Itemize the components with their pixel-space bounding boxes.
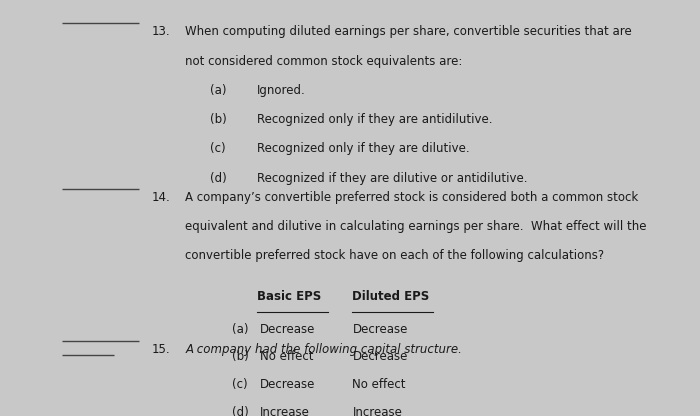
Text: Decrease: Decrease (352, 322, 408, 336)
Text: (a): (a) (232, 322, 248, 336)
Text: (d): (d) (232, 406, 248, 416)
Text: (b): (b) (210, 113, 227, 126)
Text: Diluted EPS: Diluted EPS (352, 290, 430, 303)
Text: Basic EPS: Basic EPS (257, 290, 321, 303)
Text: No effect: No effect (352, 378, 406, 391)
Text: equivalent and dilutive in calculating earnings per share.  What effect will the: equivalent and dilutive in calculating e… (186, 220, 647, 233)
Text: Recognized only if they are antidilutive.: Recognized only if they are antidilutive… (257, 113, 492, 126)
Text: (d): (d) (210, 171, 227, 185)
Text: A company had the following capital structure.: A company had the following capital stru… (186, 343, 463, 356)
Text: A company’s convertible preferred stock is considered both a common stock: A company’s convertible preferred stock … (186, 191, 638, 204)
Text: 14.: 14. (151, 191, 170, 204)
Text: Increase: Increase (260, 406, 309, 416)
Text: (c): (c) (210, 142, 226, 155)
Text: (a): (a) (210, 84, 227, 97)
Text: (b): (b) (232, 350, 248, 363)
Text: 15.: 15. (151, 343, 170, 356)
Text: When computing diluted earnings per share, convertible securities that are: When computing diluted earnings per shar… (186, 25, 632, 38)
Text: No effect: No effect (260, 350, 313, 363)
Text: Recognized only if they are dilutive.: Recognized only if they are dilutive. (257, 142, 469, 155)
Text: not considered common stock equivalents are:: not considered common stock equivalents … (186, 54, 463, 67)
Text: convertible preferred stock have on each of the following calculations?: convertible preferred stock have on each… (186, 250, 605, 262)
Text: Decrease: Decrease (260, 322, 315, 336)
Text: (c): (c) (232, 378, 248, 391)
Text: Ignored.: Ignored. (257, 84, 305, 97)
Text: 13.: 13. (151, 25, 170, 38)
Text: Decrease: Decrease (352, 350, 408, 363)
Text: Decrease: Decrease (260, 378, 315, 391)
Text: Increase: Increase (352, 406, 402, 416)
Text: Recognized if they are dilutive or antidilutive.: Recognized if they are dilutive or antid… (257, 171, 527, 185)
